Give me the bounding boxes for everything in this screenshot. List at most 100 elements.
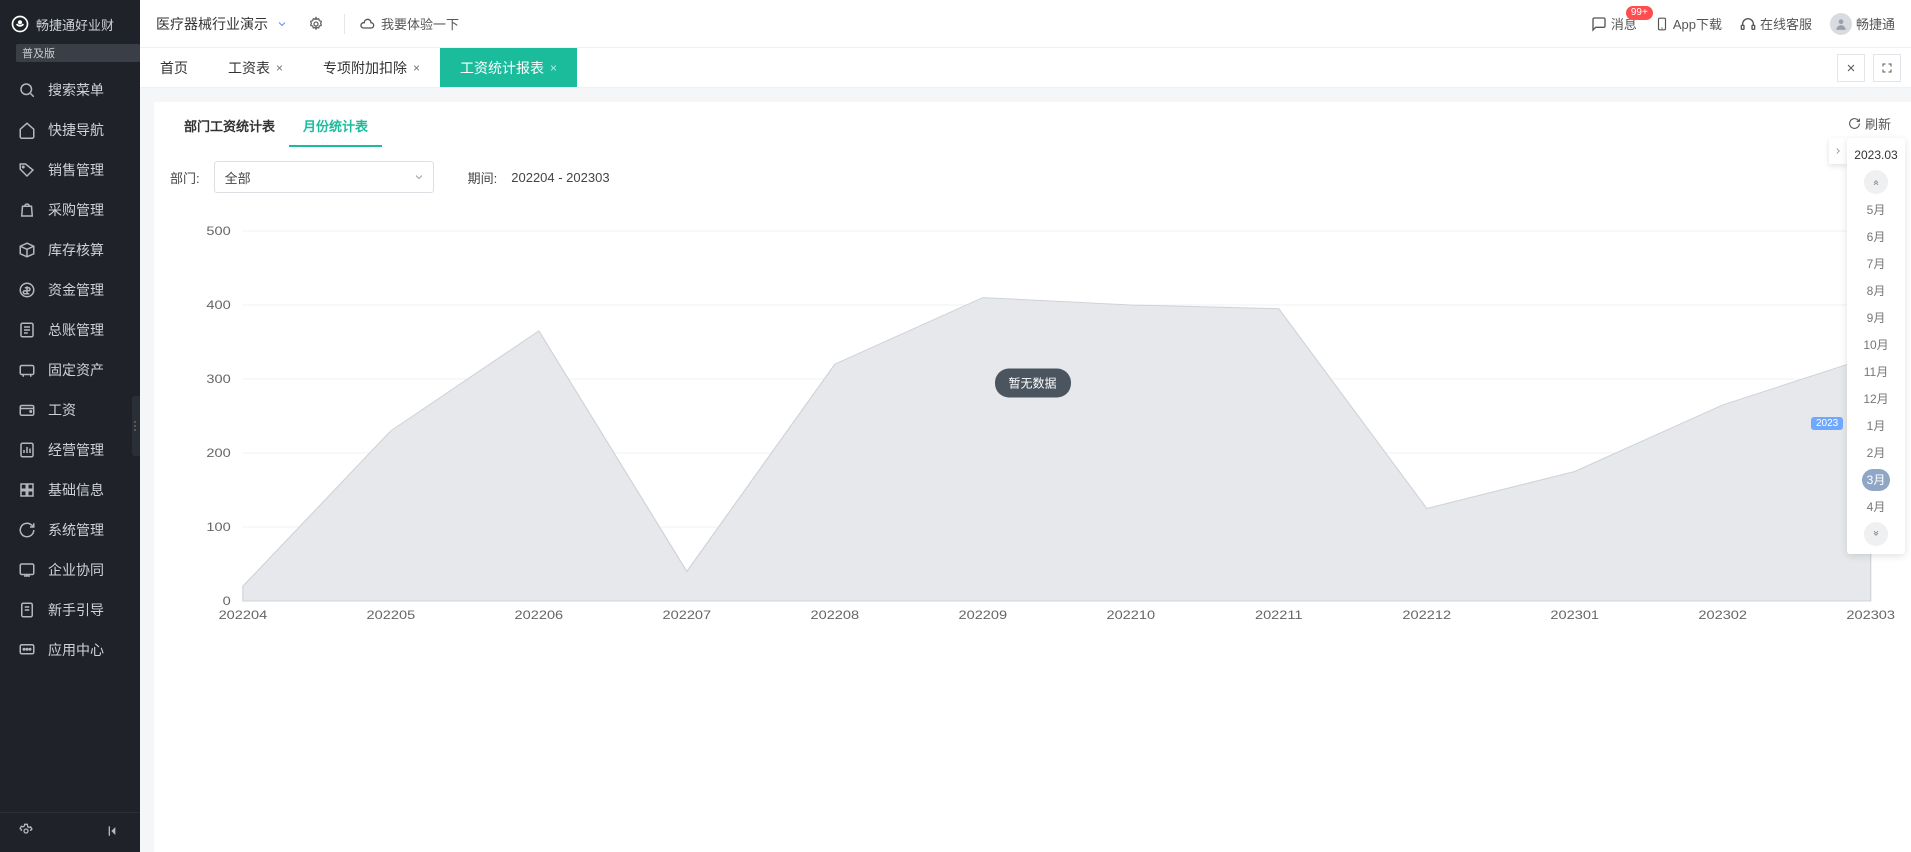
- sidebar-item-label: 总账管理: [48, 320, 104, 340]
- app-download-link[interactable]: App下载: [1655, 14, 1722, 33]
- svg-text:100: 100: [206, 520, 230, 533]
- period-collapse-button[interactable]: [1829, 138, 1847, 164]
- sidebar-item-4[interactable]: 库存核算: [0, 230, 140, 270]
- tab-2[interactable]: 专项附加扣除×: [303, 48, 440, 87]
- period-item-9[interactable]: 2月: [1847, 439, 1905, 466]
- dept-value: 全部: [225, 168, 251, 187]
- box-icon: [18, 241, 36, 259]
- sidebar-item-label: 新手引导: [48, 600, 104, 620]
- period-item-2[interactable]: 7月: [1847, 250, 1905, 277]
- tag-icon: [18, 161, 36, 179]
- tab-1[interactable]: 工资表×: [208, 48, 303, 87]
- org-selector[interactable]: 医疗器械行业演示: [156, 14, 288, 34]
- collapse-sidebar-icon[interactable]: [106, 823, 122, 842]
- sidebar-item-0[interactable]: 搜索菜单: [0, 70, 140, 110]
- period-item-1[interactable]: 6月: [1847, 223, 1905, 250]
- period-item-7[interactable]: 12月: [1847, 385, 1905, 412]
- sidebar-resize-handle[interactable]: [132, 396, 140, 456]
- sidebar-item-3[interactable]: 采购管理: [0, 190, 140, 230]
- chart: 0100200300400500202204202205202206202207…: [170, 211, 1895, 641]
- period-item-6[interactable]: 11月: [1847, 358, 1905, 385]
- period-item-0[interactable]: 5月: [1847, 196, 1905, 223]
- sidebar-item-label: 固定资产: [48, 360, 104, 380]
- content-area: 部门工资统计表月份统计表 刷新 部门: 全部 期间: 202204 - 2023…: [140, 88, 1911, 852]
- home-icon: [18, 121, 36, 139]
- collab-icon: [18, 561, 36, 579]
- sidebar-item-13[interactable]: 新手引导: [0, 590, 140, 630]
- wallet-icon: [18, 401, 36, 419]
- messages-link[interactable]: 消息 99+: [1591, 14, 1637, 33]
- trial-button[interactable]: 我要体验一下: [359, 14, 459, 33]
- sidebar-item-9[interactable]: 经营管理: [0, 430, 140, 470]
- brand-logo-icon: [10, 14, 30, 34]
- sidebar-item-6[interactable]: 总账管理: [0, 310, 140, 350]
- headset-icon: [1740, 16, 1756, 32]
- fullscreen-button[interactable]: [1873, 54, 1901, 82]
- report-icon: [18, 441, 36, 459]
- tab-close-icon[interactable]: ×: [276, 61, 283, 75]
- trial-label: 我要体验一下: [381, 14, 459, 33]
- period-item-8[interactable]: 1月2023: [1847, 412, 1905, 439]
- svg-text:200: 200: [206, 446, 230, 459]
- close-icon: [1845, 62, 1857, 74]
- settings-icon[interactable]: [18, 823, 34, 842]
- svg-text:300: 300: [206, 372, 230, 385]
- period-panel: 2023.03 5月6月7月8月9月10月11月12月1月20232月3月4月: [1847, 138, 1905, 554]
- sync-icon: [18, 521, 36, 539]
- apps-icon: [18, 641, 36, 659]
- period-label: 期间:: [468, 168, 498, 187]
- sidebar-item-10[interactable]: 基础信息: [0, 470, 140, 510]
- grid-icon: [18, 481, 36, 499]
- svg-text:202209: 202209: [958, 608, 1007, 621]
- dept-select[interactable]: 全部: [214, 161, 434, 193]
- user-menu[interactable]: 畅捷通: [1830, 13, 1895, 35]
- sidebar-item-label: 企业协同: [48, 560, 104, 580]
- sidebar-item-7[interactable]: 固定资产: [0, 350, 140, 390]
- period-scroll-down[interactable]: [1864, 522, 1888, 546]
- period-item-4[interactable]: 9月: [1847, 304, 1905, 331]
- sidebar-item-1[interactable]: 快捷导航: [0, 110, 140, 150]
- dept-label: 部门:: [170, 168, 200, 187]
- sidebar-item-5[interactable]: 资金管理: [0, 270, 140, 310]
- sidebar-item-12[interactable]: 企业协同: [0, 550, 140, 590]
- period-item-5[interactable]: 10月: [1847, 331, 1905, 358]
- subtab-0[interactable]: 部门工资统计表: [170, 102, 289, 147]
- guide-icon: [18, 601, 36, 619]
- chevron-down-icon: [276, 18, 288, 30]
- tab-close-icon[interactable]: ×: [413, 61, 420, 75]
- sidebar-item-label: 基础信息: [48, 480, 104, 500]
- area-chart-svg: 0100200300400500202204202205202206202207…: [170, 211, 1895, 641]
- support-label: 在线客服: [1760, 14, 1812, 33]
- period-item-3[interactable]: 8月: [1847, 277, 1905, 304]
- avatar-icon: [1830, 13, 1852, 35]
- sidebar-item-11[interactable]: 系统管理: [0, 510, 140, 550]
- tab-close-icon[interactable]: ×: [550, 61, 557, 75]
- refresh-button[interactable]: 刷新: [1848, 114, 1891, 133]
- sidebar-item-label: 经营管理: [48, 440, 104, 460]
- subtab-1[interactable]: 月份统计表: [289, 102, 382, 147]
- period-item-11[interactable]: 4月: [1847, 493, 1905, 520]
- period-value: 202204 - 202303: [511, 170, 609, 185]
- svg-text:202207: 202207: [663, 608, 712, 621]
- chevron-down-icon: [413, 171, 425, 183]
- sidebar-item-label: 销售管理: [48, 160, 104, 180]
- tab-3[interactable]: 工资统计报表×: [440, 48, 577, 87]
- messages-badge: 99+: [1626, 6, 1653, 20]
- tab-0[interactable]: 首页: [140, 48, 208, 87]
- sidebar-item-14[interactable]: 应用中心: [0, 630, 140, 670]
- svg-text:0: 0: [223, 594, 231, 607]
- svg-text:202205: 202205: [367, 608, 416, 621]
- close-tab-button[interactable]: [1837, 54, 1865, 82]
- support-link[interactable]: 在线客服: [1740, 14, 1812, 33]
- period-year-tag: 2023: [1811, 417, 1843, 430]
- svg-text:202208: 202208: [811, 608, 860, 621]
- sidebar-item-label: 工资: [48, 400, 76, 420]
- svg-text:400: 400: [206, 298, 230, 311]
- period-item-10[interactable]: 3月: [1847, 466, 1905, 493]
- sidebar-item-8[interactable]: 工资: [0, 390, 140, 430]
- org-settings-button[interactable]: [302, 10, 330, 38]
- chevron-right-icon: [1833, 146, 1843, 156]
- period-scroll-up[interactable]: [1864, 170, 1888, 194]
- svg-text:202301: 202301: [1550, 608, 1599, 621]
- sidebar-item-2[interactable]: 销售管理: [0, 150, 140, 190]
